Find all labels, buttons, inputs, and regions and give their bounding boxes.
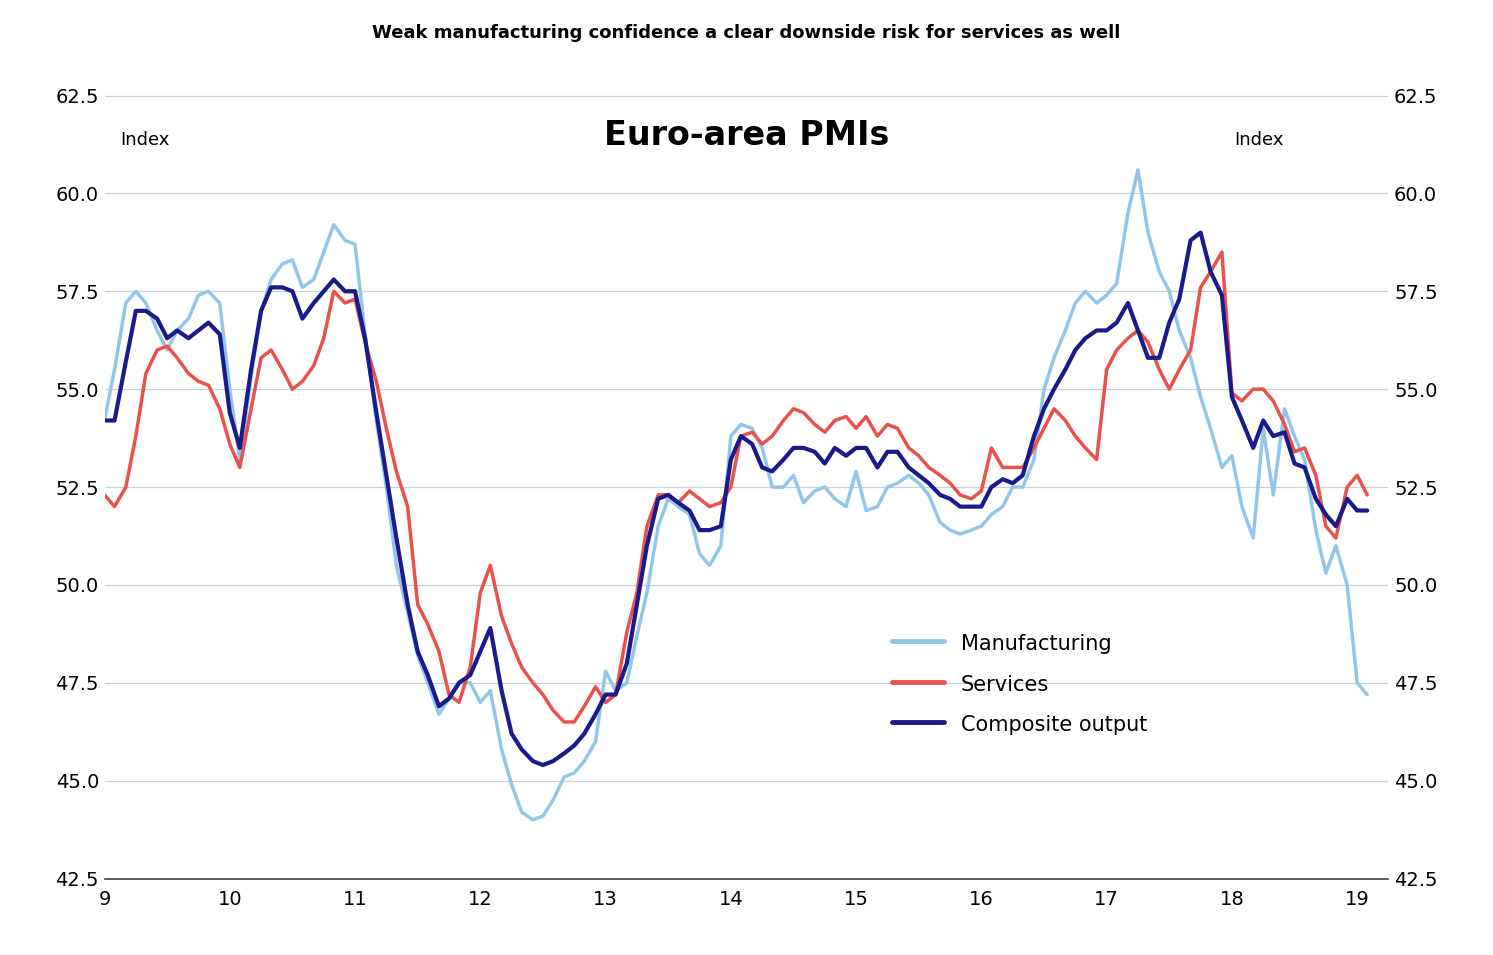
Text: Index: Index — [1235, 131, 1284, 149]
Services — [1212, 246, 1230, 258]
Manufacturing — [909, 478, 927, 489]
Manufacturing — [524, 814, 542, 825]
Text: Weak manufacturing confidence a clear downside risk for services as well: Weak manufacturing confidence a clear do… — [372, 24, 1121, 42]
Manufacturing — [96, 414, 113, 426]
Services — [1285, 446, 1303, 457]
Manufacturing — [1129, 164, 1147, 176]
Manufacturing — [794, 497, 812, 508]
Services — [96, 489, 113, 500]
Legend: Manufacturing, Services, Composite output: Manufacturing, Services, Composite outpu… — [891, 632, 1147, 735]
Services — [1338, 481, 1356, 493]
Services — [1359, 489, 1377, 500]
Services — [909, 450, 927, 461]
Services — [503, 638, 521, 649]
Line: Composite output: Composite output — [105, 233, 1368, 765]
Line: Services: Services — [105, 252, 1368, 722]
Services — [794, 407, 812, 418]
Composite output — [1359, 505, 1377, 517]
Composite output — [909, 470, 927, 481]
Manufacturing — [387, 560, 405, 571]
Composite output — [1285, 457, 1303, 469]
Composite output — [534, 759, 552, 771]
Line: Manufacturing: Manufacturing — [105, 170, 1368, 819]
Composite output — [96, 414, 113, 426]
Composite output — [1338, 493, 1356, 504]
Composite output — [1191, 227, 1209, 239]
Text: Euro-area PMIs: Euro-area PMIs — [603, 119, 890, 152]
Composite output — [387, 532, 405, 543]
Text: Index: Index — [119, 131, 169, 149]
Composite output — [503, 728, 521, 739]
Services — [387, 466, 405, 478]
Manufacturing — [503, 779, 521, 791]
Services — [555, 716, 573, 728]
Composite output — [794, 442, 812, 454]
Manufacturing — [1285, 431, 1303, 442]
Manufacturing — [1359, 689, 1377, 700]
Manufacturing — [1338, 579, 1356, 590]
